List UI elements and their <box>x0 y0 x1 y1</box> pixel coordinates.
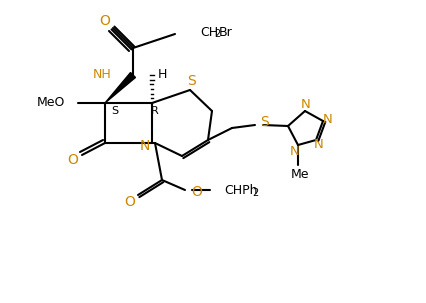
Text: N: N <box>289 145 299 158</box>
Text: O: O <box>99 14 110 28</box>
Text: O: O <box>67 153 78 167</box>
Text: O: O <box>124 195 135 209</box>
Text: N: N <box>300 98 310 112</box>
Text: CH: CH <box>199 25 218 38</box>
Text: N: N <box>139 139 150 153</box>
Text: 2: 2 <box>213 29 220 39</box>
Text: R: R <box>151 106 158 116</box>
Text: S: S <box>187 74 196 88</box>
Text: MeO: MeO <box>37 96 65 109</box>
Text: S: S <box>259 115 268 129</box>
Text: 2: 2 <box>251 188 258 198</box>
Text: Me: Me <box>290 168 308 181</box>
Text: CHPh: CHPh <box>224 184 257 197</box>
Text: NH: NH <box>93 68 112 82</box>
Text: N: N <box>322 114 332 126</box>
Text: Br: Br <box>219 25 232 38</box>
Text: O: O <box>190 185 201 199</box>
Polygon shape <box>105 72 135 103</box>
Text: H: H <box>158 68 167 82</box>
Text: N: N <box>314 138 323 152</box>
Text: S: S <box>111 106 118 116</box>
